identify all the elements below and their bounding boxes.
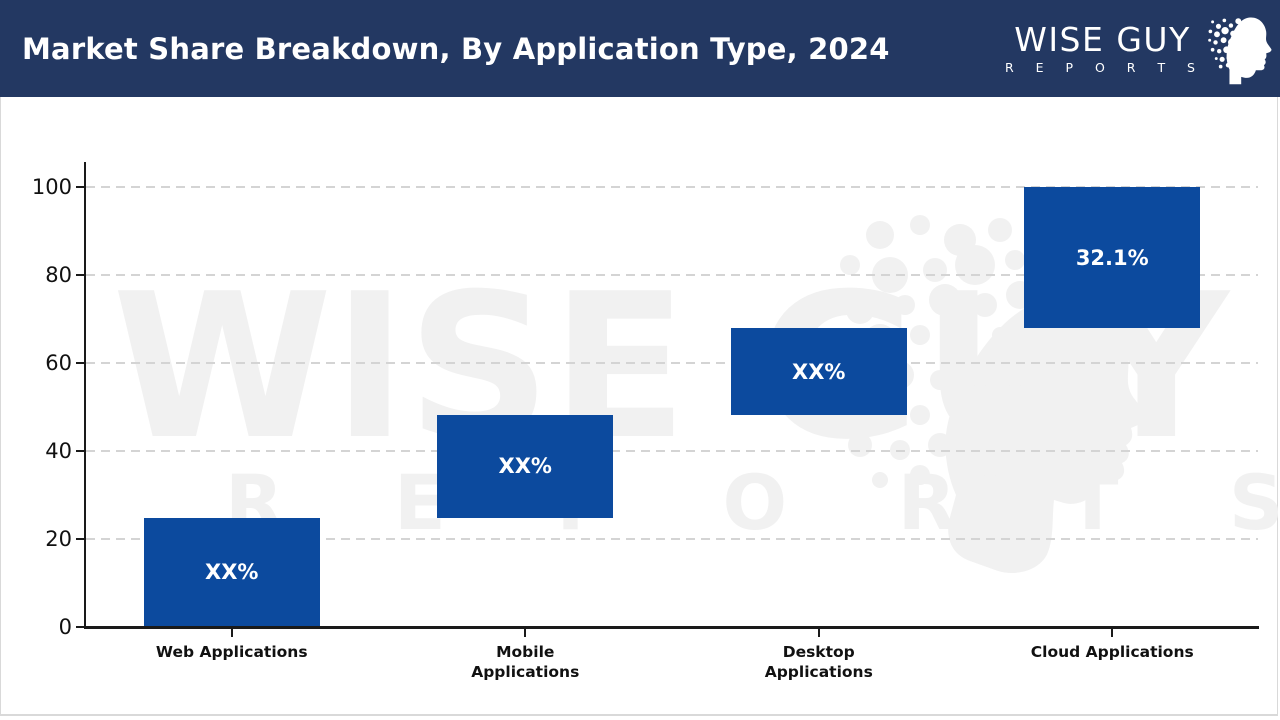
x-tick-label-mobile-applications: Mobile Applications <box>471 643 580 681</box>
gridline-60 <box>86 362 1258 364</box>
y-tick-label-40: 40 <box>45 439 72 463</box>
y-tick-mark-80 <box>76 274 84 276</box>
y-tick-mark-100 <box>76 186 84 188</box>
y-tick-mark-20 <box>76 538 84 540</box>
x-tick-mark-mobile-applications <box>524 629 527 637</box>
bar-value-label-web-applications: XX% <box>205 560 259 585</box>
x-tick-mark-desktop-applications <box>817 629 820 637</box>
y-tick-label-20: 20 <box>45 527 72 551</box>
gridline-80 <box>86 274 1258 276</box>
y-tick-mark-60 <box>76 362 84 364</box>
y-tick-label-60: 60 <box>45 351 72 375</box>
x-tick-label-cloud-applications: Cloud Applications <box>1030 643 1194 661</box>
x-tick-label-web-applications: Web Applications <box>155 643 308 661</box>
gridline-20 <box>86 538 1258 540</box>
bar-desktop-applications: XX% <box>730 328 907 415</box>
y-tick-label-80: 80 <box>45 263 72 287</box>
y-tick-mark-40 <box>76 450 84 452</box>
chart-title: Market Share Breakdown, By Application T… <box>22 31 890 66</box>
x-tick-label-desktop-applications: Desktop Applications <box>764 643 873 681</box>
brand-logo: WISE GUY R E P O R T S <box>1001 0 1272 97</box>
gridline-100 <box>86 186 1258 188</box>
y-tick-mark-0 <box>76 626 84 628</box>
logo-wordmark: WISE GUY <box>1014 19 1191 59</box>
y-tick-label-0: 0 <box>58 615 72 639</box>
bar-value-label-cloud-applications: 32.1% <box>1075 245 1149 270</box>
dotted-face-profile-icon <box>1208 17 1272 84</box>
x-tick-mark-web-applications <box>230 629 233 637</box>
y-axis-line <box>84 162 86 629</box>
bar-mobile-applications: XX% <box>437 414 614 518</box>
bar-value-label-desktop-applications: XX% <box>792 359 846 384</box>
header-band: Market Share Breakdown, By Application T… <box>0 0 1280 97</box>
bar-web-applications: XX% <box>143 517 320 627</box>
brand-logo-text: WISE GUY R E P O R T S <box>1001 23 1204 75</box>
logo-subtitle: R E P O R T S <box>1004 59 1204 75</box>
bar-value-label-mobile-applications: XX% <box>498 454 552 479</box>
gridline-40 <box>86 450 1258 452</box>
x-tick-mark-cloud-applications <box>1111 629 1114 637</box>
bar-cloud-applications: 32.1% <box>1024 187 1201 329</box>
x-axis-line <box>84 626 1259 629</box>
y-tick-label-100: 100 <box>31 175 72 199</box>
